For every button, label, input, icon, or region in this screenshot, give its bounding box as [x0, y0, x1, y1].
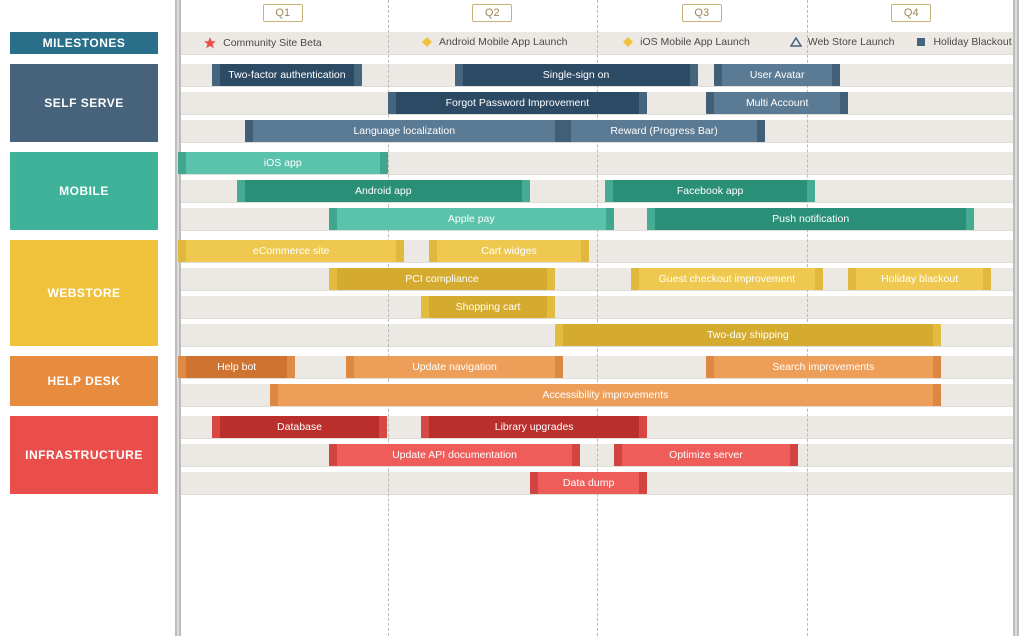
- task-bar: Cart widges: [429, 240, 588, 262]
- task-bar-label: Push notification: [766, 213, 855, 225]
- task-bar-label: Language localization: [347, 125, 461, 137]
- task-bar: Single-sign on: [455, 64, 698, 86]
- task-bar-label: iOS app: [258, 157, 308, 169]
- legend-label: Android Mobile App Launch: [439, 36, 567, 48]
- task-bar: Facebook app: [605, 180, 815, 202]
- section-label: HELP DESK: [48, 374, 121, 388]
- task-bar: Library upgrades: [421, 416, 647, 438]
- diamond-icon: [421, 36, 433, 48]
- task-bar-label: PCI compliance: [399, 273, 485, 285]
- section-sidebar-infrastructure: INFRASTRUCTURE: [10, 416, 158, 494]
- task-bar: Guest checkout improvement: [631, 268, 824, 290]
- task-bar: Language localization: [245, 120, 563, 142]
- task-bar: Shopping cart: [421, 296, 555, 318]
- section-sidebar-webstore: WEBSTORE: [10, 240, 158, 346]
- quarter-label: Q4: [891, 4, 931, 22]
- legend-item: Community Site Beta: [203, 36, 322, 50]
- task-bar-label: Update navigation: [406, 361, 503, 373]
- task-bar-label: Guest checkout improvement: [653, 273, 802, 285]
- task-bar: Optimize server: [614, 444, 798, 466]
- task-bar: Update navigation: [346, 356, 564, 378]
- task-bar: Multi Account: [706, 92, 848, 114]
- task-bar: Update API documentation: [329, 444, 580, 466]
- task-bar: Search improvements: [706, 356, 941, 378]
- task-bar-label: User Avatar: [744, 69, 811, 81]
- task-bar-label: Shopping cart: [450, 301, 527, 313]
- quarter-label: Q3: [682, 4, 722, 22]
- task-bar-label: Library upgrades: [489, 421, 580, 433]
- legend-item: Holiday Blackout: [915, 36, 1011, 48]
- task-bar-label: Database: [271, 421, 328, 433]
- legend-label: iOS Mobile App Launch: [640, 36, 750, 48]
- task-bar-label: Forgot Password Improvement: [440, 97, 596, 109]
- legend-item: Web Store Launch: [790, 36, 895, 48]
- section-sidebar-helpdesk: HELP DESK: [10, 356, 158, 406]
- legend-label: Holiday Blackout: [933, 36, 1011, 48]
- task-bar-label: Optimize server: [663, 449, 749, 461]
- legend-item: iOS Mobile App Launch: [622, 36, 750, 48]
- task-bar: Android app: [237, 180, 530, 202]
- roadmap-gantt-chart: Q1 Q2 Q3 Q4 MILESTONES Community Site Beta And…: [0, 0, 1024, 636]
- timeline-pillar: [175, 0, 181, 636]
- star-icon: [203, 36, 217, 50]
- section-label: MOBILE: [59, 184, 109, 198]
- task-bar-label: Update API documentation: [386, 449, 523, 461]
- task-bar: Two-factor authentication: [212, 64, 363, 86]
- task-bar-label: Data dump: [557, 477, 620, 489]
- task-bar-label: Search improvements: [766, 361, 880, 373]
- task-bar-label: Cart widges: [475, 245, 542, 257]
- task-bar: Help bot: [178, 356, 295, 378]
- task-bar: iOS app: [178, 152, 388, 174]
- legend-item: Android Mobile App Launch: [421, 36, 567, 48]
- task-bar-label: Two-factor authentication: [222, 69, 351, 81]
- task-bar: Holiday blackout: [848, 268, 990, 290]
- square-icon: [915, 36, 927, 48]
- triangle-icon: [790, 36, 802, 48]
- task-bar: Reward (Progress Bar): [563, 120, 764, 142]
- task-bar: Apple pay: [329, 208, 614, 230]
- task-bar-label: Accessibility improvements: [536, 389, 674, 401]
- task-bar: Push notification: [647, 208, 974, 230]
- task-bar: Database: [212, 416, 388, 438]
- task-bar: eCommerce site: [178, 240, 404, 262]
- task-bar-label: Reward (Progress Bar): [604, 125, 723, 137]
- task-bar-label: Single-sign on: [537, 69, 616, 81]
- legend-label: Web Store Launch: [808, 36, 895, 48]
- section-label: WEBSTORE: [47, 286, 120, 300]
- task-bar-label: Facebook app: [671, 185, 750, 197]
- quarter-label: Q1: [263, 4, 303, 22]
- section-label: INFRASTRUCTURE: [25, 448, 143, 462]
- diamond-icon: [622, 36, 634, 48]
- task-bar: Data dump: [530, 472, 647, 494]
- section-label: MILESTONES: [43, 36, 126, 50]
- task-bar: Forgot Password Improvement: [388, 92, 648, 114]
- section-sidebar-milestones: MILESTONES: [10, 32, 158, 54]
- task-bar-label: Android app: [349, 185, 418, 197]
- section-label: SELF SERVE: [44, 96, 123, 110]
- quarter-label: Q2: [472, 4, 512, 22]
- section-sidebar-selfserve: SELF SERVE: [10, 64, 158, 142]
- section-sidebar-mobile: MOBILE: [10, 152, 158, 230]
- task-bar-label: Help bot: [211, 361, 262, 373]
- task-bar-label: Two-day shipping: [701, 329, 795, 341]
- task-bar: PCI compliance: [329, 268, 555, 290]
- task-bar-label: Apple pay: [442, 213, 501, 225]
- legend-label: Community Site Beta: [223, 37, 322, 49]
- task-bar-label: Multi Account: [740, 97, 814, 109]
- task-bar-label: eCommerce site: [247, 245, 335, 257]
- task-bar: Two-day shipping: [555, 324, 940, 346]
- timeline-pillar: [1013, 0, 1019, 636]
- task-bar-label: Holiday blackout: [875, 273, 964, 285]
- task-bar: Accessibility improvements: [270, 384, 940, 406]
- task-bar: User Avatar: [714, 64, 840, 86]
